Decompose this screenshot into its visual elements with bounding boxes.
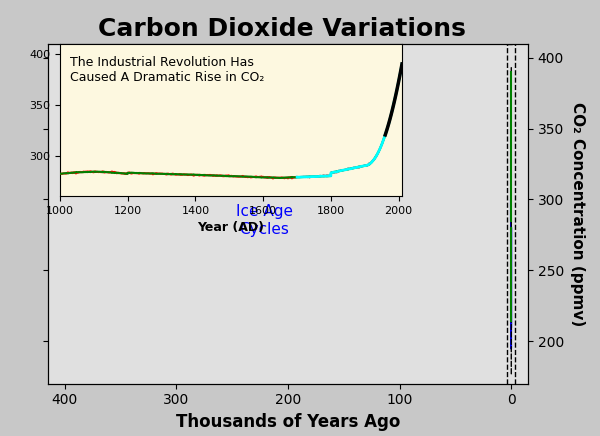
- Text: Carbon Dioxide Variations: Carbon Dioxide Variations: [98, 17, 466, 41]
- Text: Ice Age
Cycles: Ice Age Cycles: [235, 204, 293, 237]
- X-axis label: Year (AD): Year (AD): [197, 221, 265, 235]
- Text: The Industrial Revolution Has
Caused A Dramatic Rise in CO₂: The Industrial Revolution Has Caused A D…: [70, 56, 265, 84]
- Y-axis label: CO₂ Concentration (ppmv): CO₂ Concentration (ppmv): [570, 102, 585, 326]
- X-axis label: Thousands of Years Ago: Thousands of Years Ago: [176, 413, 400, 431]
